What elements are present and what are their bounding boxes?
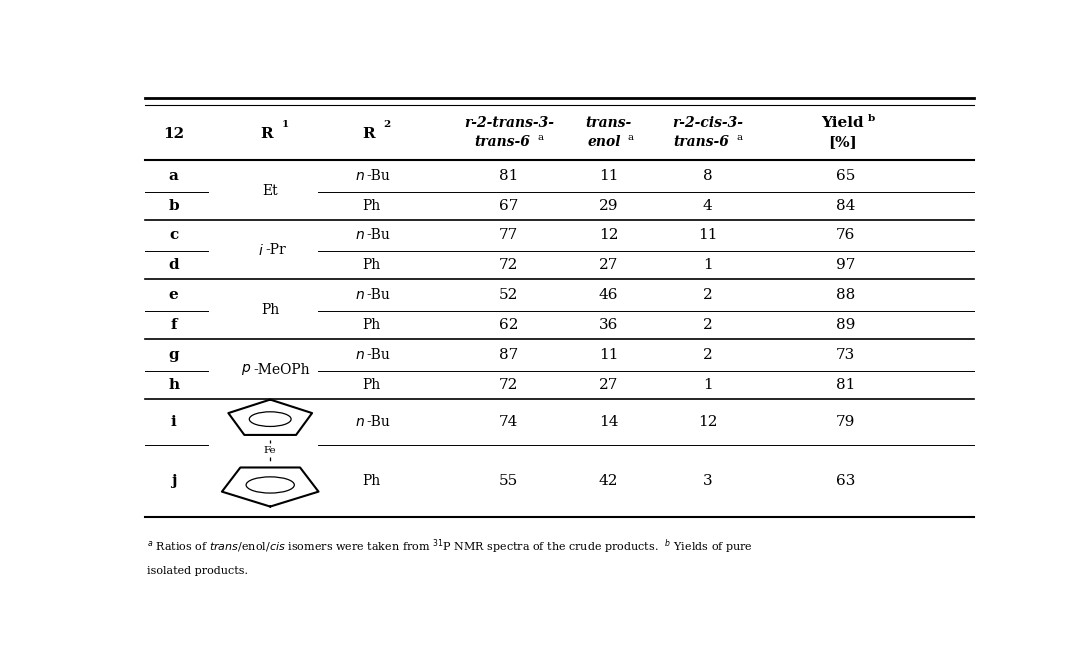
Text: 1: 1: [282, 120, 289, 130]
Text: $n$: $n$: [355, 415, 365, 429]
Text: r-2-trans-3-: r-2-trans-3-: [464, 116, 554, 130]
Text: i: i: [170, 415, 177, 429]
Text: 89: 89: [836, 318, 855, 332]
Text: f: f: [170, 318, 177, 332]
Text: 77: 77: [499, 228, 519, 242]
Text: R: R: [261, 127, 273, 141]
Text: a: a: [736, 134, 743, 142]
Text: 14: 14: [600, 415, 618, 429]
Text: -Pr: -Pr: [265, 243, 286, 257]
Text: 62: 62: [499, 318, 519, 332]
Text: [%]: [%]: [828, 135, 857, 149]
Text: 11: 11: [600, 169, 618, 183]
Text: a: a: [537, 134, 544, 142]
Text: -Bu: -Bu: [367, 415, 391, 429]
Text: Ph: Ph: [363, 474, 381, 488]
Text: Yield: Yield: [821, 116, 864, 130]
Text: d: d: [168, 259, 179, 273]
Text: 12: 12: [600, 228, 618, 242]
Text: trans-: trans-: [585, 116, 632, 130]
Text: e: e: [169, 288, 179, 302]
Text: $n$: $n$: [355, 169, 365, 183]
Text: $n$: $n$: [355, 348, 365, 362]
Text: 72: 72: [499, 377, 519, 391]
Text: c: c: [169, 228, 178, 242]
Text: 2: 2: [703, 288, 713, 302]
Text: 81: 81: [836, 377, 855, 391]
Text: 72: 72: [499, 259, 519, 273]
Text: 4: 4: [703, 198, 713, 212]
Text: Ph: Ph: [261, 303, 280, 317]
Text: isolated products.: isolated products.: [146, 566, 248, 576]
Text: $^a$ Ratios of $trans$/enol/$cis$ isomers were taken from $^{31}$P NMR spectra o: $^a$ Ratios of $trans$/enol/$cis$ isomer…: [146, 538, 752, 556]
Text: 12: 12: [163, 127, 185, 141]
Text: Fe: Fe: [264, 446, 276, 455]
Text: 29: 29: [600, 198, 618, 212]
Text: Ph: Ph: [363, 318, 381, 332]
Text: 76: 76: [836, 228, 855, 242]
Text: 46: 46: [600, 288, 618, 302]
Text: trans-6: trans-6: [673, 135, 729, 149]
Text: 55: 55: [499, 474, 519, 488]
Text: enol: enol: [587, 135, 621, 149]
Text: 63: 63: [836, 474, 855, 488]
Text: b: b: [868, 114, 875, 123]
Text: 11: 11: [600, 348, 618, 362]
Text: 79: 79: [836, 415, 855, 429]
Text: 42: 42: [600, 474, 618, 488]
Text: $p$: $p$: [241, 362, 251, 377]
Text: 67: 67: [499, 198, 519, 212]
Text: -Bu: -Bu: [367, 288, 391, 302]
Text: -Bu: -Bu: [367, 348, 391, 362]
Text: j: j: [171, 474, 177, 488]
Text: g: g: [168, 348, 179, 362]
Text: 2: 2: [703, 318, 713, 332]
Text: b: b: [168, 198, 179, 212]
Text: Ph: Ph: [363, 198, 381, 212]
Text: 88: 88: [836, 288, 855, 302]
Text: h: h: [168, 377, 179, 391]
Text: $n$: $n$: [355, 288, 365, 302]
Text: 65: 65: [836, 169, 855, 183]
Text: trans-6: trans-6: [474, 135, 530, 149]
Text: 97: 97: [836, 259, 855, 273]
Text: Ph: Ph: [363, 259, 381, 273]
Text: 8: 8: [703, 169, 713, 183]
Text: Ph: Ph: [363, 377, 381, 391]
Text: 1: 1: [703, 377, 713, 391]
Text: 87: 87: [499, 348, 519, 362]
Text: 52: 52: [499, 288, 519, 302]
Text: 27: 27: [600, 377, 618, 391]
Text: 1: 1: [703, 259, 713, 273]
Text: 3: 3: [703, 474, 713, 488]
Text: 11: 11: [698, 228, 717, 242]
Text: a: a: [169, 169, 179, 183]
Text: $i$: $i$: [258, 243, 263, 258]
Text: 84: 84: [836, 198, 855, 212]
Text: R: R: [363, 127, 375, 141]
Text: a: a: [627, 134, 633, 142]
Text: 81: 81: [499, 169, 519, 183]
Text: 36: 36: [600, 318, 618, 332]
Text: -Bu: -Bu: [367, 169, 391, 183]
Text: -MeOPh: -MeOPh: [253, 363, 310, 377]
Text: Et: Et: [262, 184, 278, 198]
Text: 74: 74: [499, 415, 519, 429]
Text: r-2-cis-3-: r-2-cis-3-: [673, 116, 744, 130]
Text: 2: 2: [703, 348, 713, 362]
Text: 73: 73: [836, 348, 855, 362]
Text: 27: 27: [600, 259, 618, 273]
Text: -Bu: -Bu: [367, 228, 391, 242]
Text: $n$: $n$: [355, 228, 365, 242]
Text: 2: 2: [383, 120, 391, 130]
Text: 12: 12: [698, 415, 717, 429]
